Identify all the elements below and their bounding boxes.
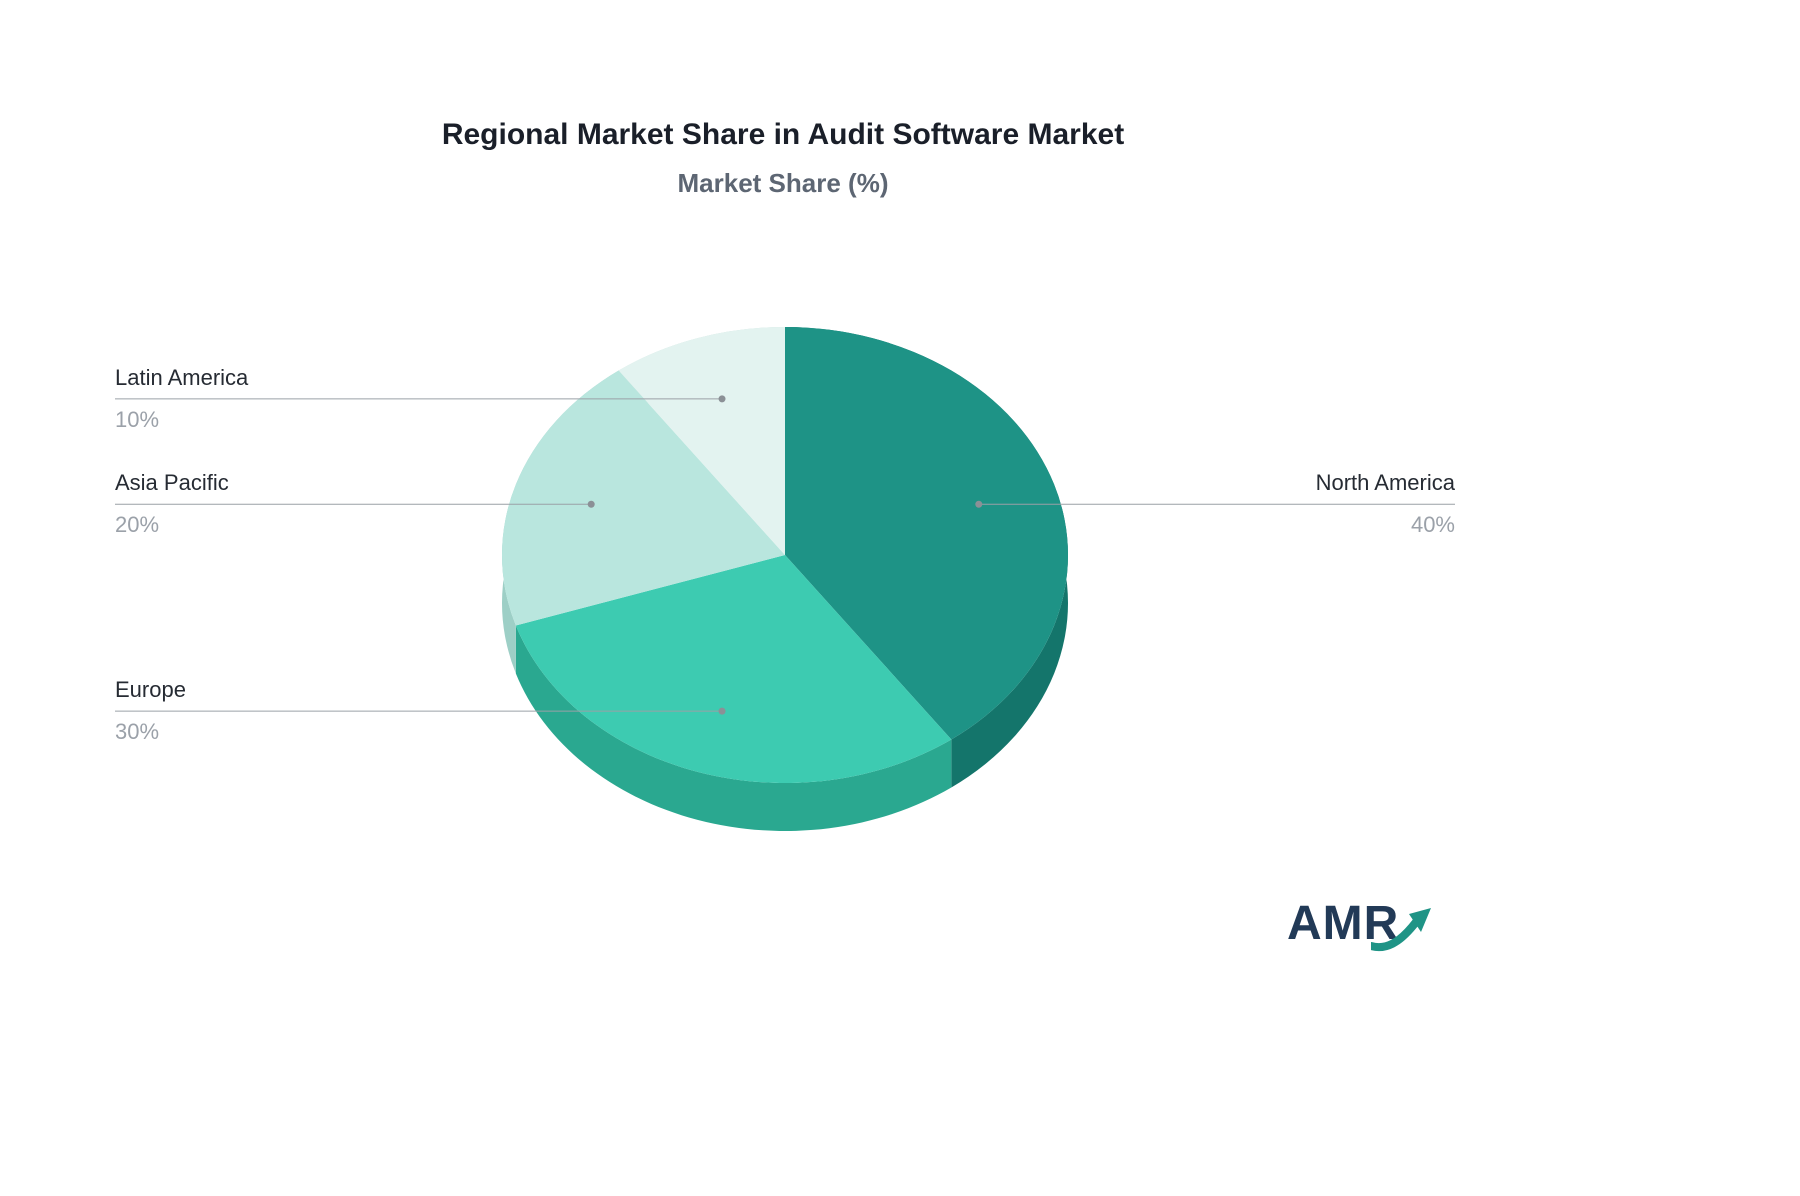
brand-logo: AMR	[1287, 896, 1447, 960]
pie-slice-asia-pacific[interactable]	[502, 370, 785, 626]
chart-subtitle: Market Share (%)	[677, 168, 889, 198]
leader-dot-europe	[718, 707, 726, 715]
leader-dot-asia-pacific	[587, 500, 595, 508]
pie-slice-europe[interactable]	[515, 555, 952, 783]
pie-slice-north-america[interactable]	[785, 327, 1068, 740]
pie-slice-side-europe	[515, 625, 952, 831]
brand-arrow-icon	[1371, 908, 1431, 952]
leader-dot-latin-america	[718, 395, 726, 403]
leader-dot-north-america	[975, 500, 983, 508]
brand-logo-text: AMR	[1287, 897, 1400, 950]
pie-slice-latin-america[interactable]	[618, 327, 785, 555]
chart-title: Regional Market Share in Audit Software …	[441, 118, 1125, 151]
